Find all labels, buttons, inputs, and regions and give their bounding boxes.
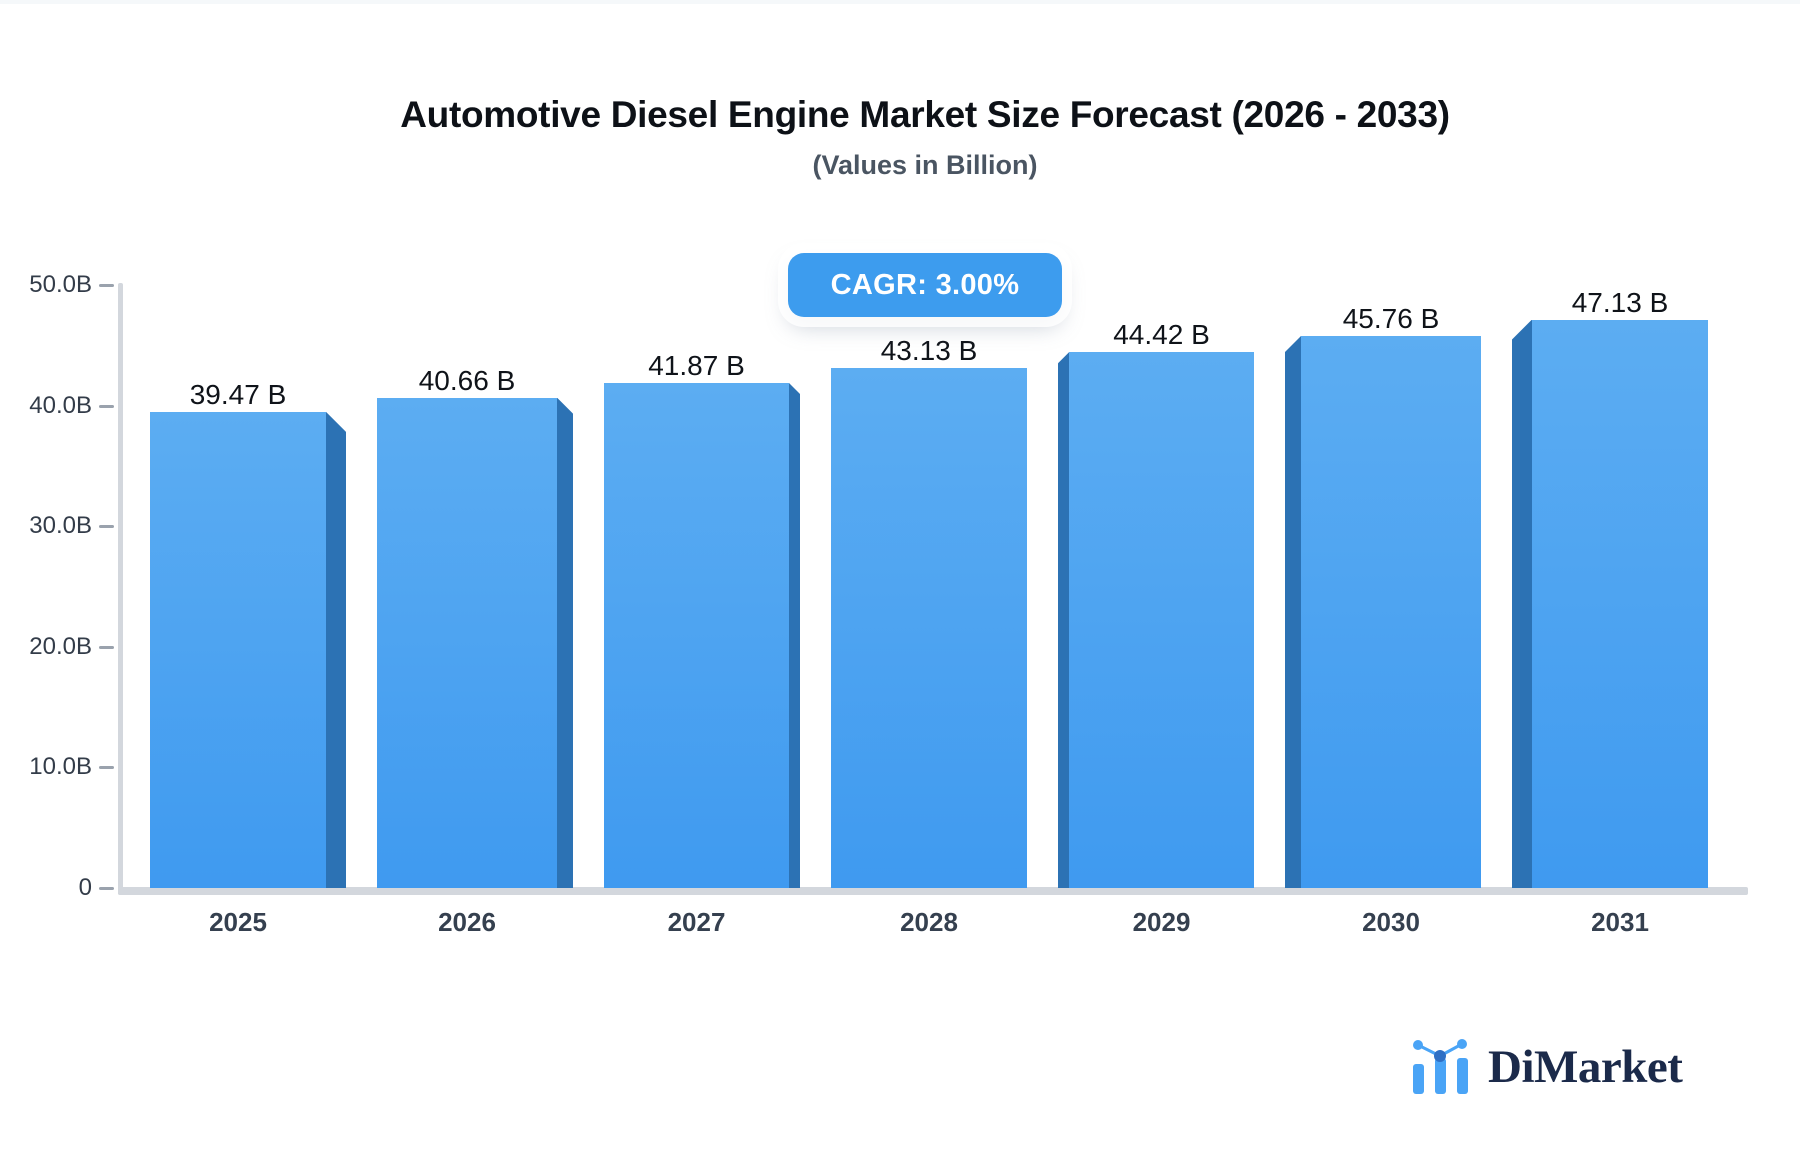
- bar-value-label: 39.47 B: [189, 378, 287, 410]
- y-axis-tick-label: 40.0B: [29, 391, 92, 419]
- bar-side-shade: [1512, 319, 1532, 888]
- chart-title: Automotive Diesel Engine Market Size For…: [400, 94, 1450, 135]
- bar: [1512, 319, 1708, 888]
- bar: [604, 383, 800, 888]
- bar-value-label: 47.13 B: [1571, 286, 1669, 318]
- y-axis-tick-mark: [99, 645, 114, 649]
- y-axis-tick-label: 30.0B: [29, 512, 92, 540]
- cagr-badge-label: CAGR: 3.00%: [830, 268, 1020, 301]
- x-axis-label: 2029: [1132, 907, 1191, 937]
- y-axis-tick-mark: [99, 525, 114, 529]
- y-axis-tick-mark: [99, 404, 114, 408]
- x-axis-label: 2030: [1362, 907, 1420, 937]
- x-axis-label: 2025: [209, 907, 267, 937]
- bar-value-label: 43.13 B: [880, 334, 978, 366]
- bar-face: [831, 367, 1027, 888]
- bar-face: [1532, 319, 1708, 888]
- y-axis-tick-label: 20.0B: [29, 632, 92, 660]
- y-axis-tick-label: 10.0B: [29, 753, 92, 781]
- top-border: [0, 0, 1800, 4]
- bar-side-shade: [326, 411, 346, 888]
- x-axis-label: 2028: [900, 907, 958, 937]
- bar: [1285, 336, 1481, 888]
- bar-side-shade: [1285, 336, 1301, 888]
- bar: [831, 367, 1027, 888]
- bar: [150, 411, 346, 888]
- bar-value-label: 40.66 B: [418, 364, 516, 396]
- dimarket-logo-text: DiMarket: [1488, 1041, 1683, 1093]
- bar-value-label: 41.87 B: [648, 350, 745, 381]
- x-axis-baseline: [118, 887, 1748, 895]
- mini-bar-chart-icon: [1413, 1039, 1468, 1094]
- bar-side-shade: [789, 383, 800, 888]
- y-axis-tick-mark: [99, 766, 114, 770]
- chart-subtitle: (Values in Billion): [812, 150, 1038, 180]
- y-axis-tick-label: 0: [78, 874, 92, 901]
- x-axis-label: 2027: [667, 907, 726, 937]
- dimarket-logo: DiMarket: [1405, 1036, 1683, 1098]
- bar-side-shade: [557, 397, 573, 888]
- y-axis-tick-label: 50.0B: [29, 270, 92, 298]
- y-axis-line: [118, 283, 123, 895]
- bar-face: [1301, 336, 1481, 888]
- bar-side-shade: [1058, 352, 1069, 888]
- bar-value-label: 44.42 B: [1113, 319, 1210, 351]
- bar-face: [377, 397, 557, 888]
- bar-face: [604, 383, 789, 888]
- bar: [1058, 352, 1254, 888]
- y-axis-tick-mark: [99, 887, 114, 890]
- bar-face: [150, 411, 326, 888]
- bar-face: [1069, 352, 1254, 888]
- x-axis-label: 2026: [438, 907, 496, 937]
- bar: [377, 397, 573, 888]
- bar-value-label: 45.76 B: [1342, 303, 1440, 334]
- cagr-badge: CAGR: 3.00%: [788, 253, 1062, 317]
- x-axis-label: 2031: [1591, 907, 1649, 937]
- y-axis-tick-mark: [99, 283, 114, 287]
